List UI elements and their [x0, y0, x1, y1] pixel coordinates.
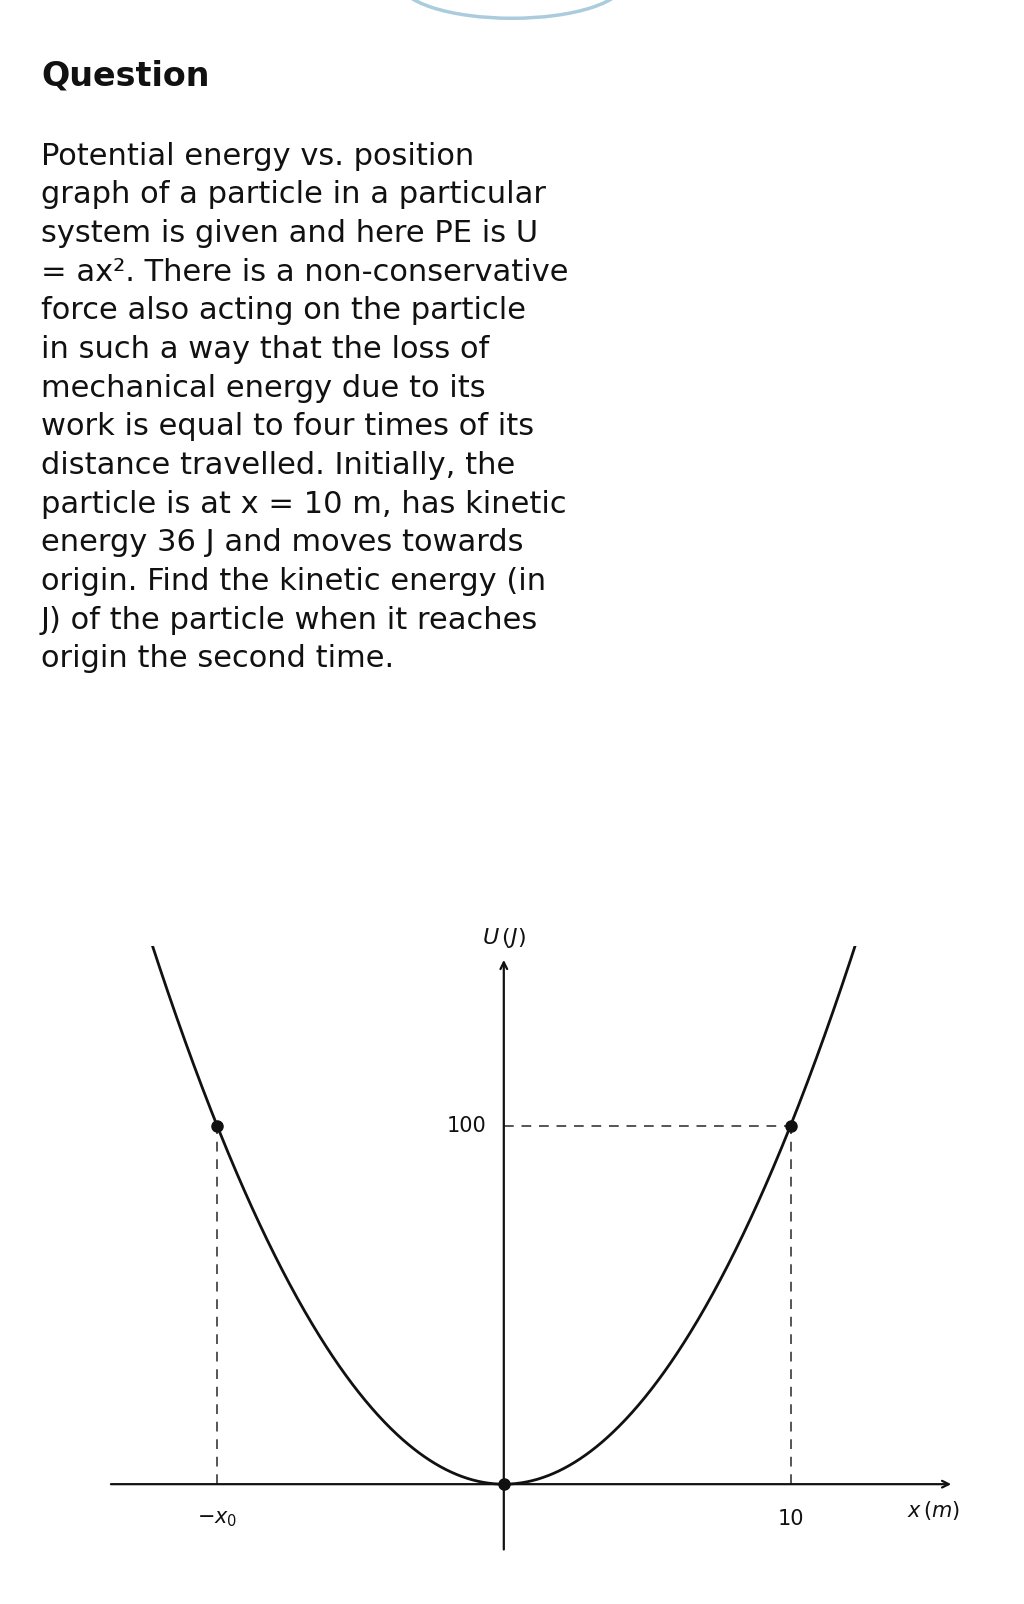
Text: Question: Question [41, 59, 210, 93]
Text: $x\,(m)$: $x\,(m)$ [906, 1498, 959, 1522]
Text: Potential energy vs. position
graph of a particle in a particular
system is give: Potential energy vs. position graph of a… [41, 141, 568, 674]
Text: $-x_0$: $-x_0$ [197, 1509, 238, 1529]
Text: 10: 10 [777, 1509, 804, 1529]
Text: $U\,(J)$: $U\,(J)$ [482, 926, 525, 950]
Text: 100: 100 [446, 1116, 486, 1136]
